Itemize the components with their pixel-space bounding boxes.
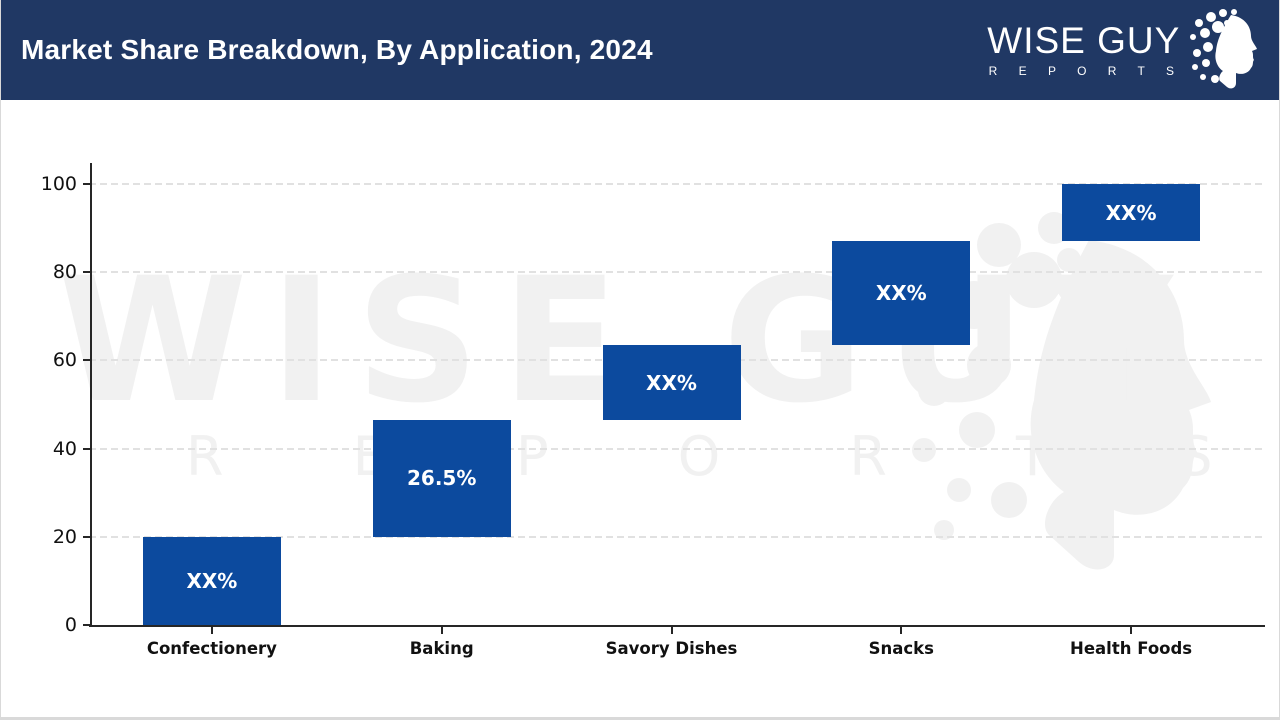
- y-axis-tick-mark: [83, 271, 90, 274]
- gridline: [89, 447, 1265, 450]
- bar-value-label: XX%: [646, 370, 697, 395]
- gridline: [89, 183, 1265, 186]
- x-axis-line: [89, 625, 1265, 627]
- bar: XX%: [602, 345, 741, 420]
- bar: XX%: [1062, 184, 1201, 242]
- gridline: [89, 535, 1265, 538]
- x-axis-category-label: Confectionery: [146, 639, 277, 658]
- logo-wordmark-main: WISE GUY: [987, 20, 1181, 61]
- bar-value-label: 26.5%: [406, 466, 477, 491]
- gridline: [89, 271, 1265, 274]
- chart-title: Market Share Breakdown, By Application, …: [21, 34, 653, 65]
- y-axis-tick-mark: [83, 359, 90, 362]
- bar: 26.5%: [372, 420, 511, 537]
- y-axis-tick-label: 0: [64, 614, 77, 636]
- y-axis-tick-label: 80: [52, 261, 77, 284]
- chart-area: WISE GUY R E P O R T S 0 20 40 60 80 100 XX% Co…: [1, 100, 1279, 660]
- logo-wordmark: WISE GUY R E P O R T S: [985, 22, 1183, 78]
- x-axis-tick-mark: [1130, 627, 1133, 634]
- x-axis-category-label: Health Foods: [1070, 639, 1193, 658]
- wise-guy-logo: WISE GUY R E P O R T S: [985, 9, 1261, 91]
- y-axis-tick-mark: [83, 447, 90, 450]
- bar-value-label: XX%: [1105, 200, 1157, 225]
- y-axis-tick-label: 60: [52, 349, 77, 372]
- x-axis-tick-mark: [670, 627, 673, 634]
- x-axis-category-label: Snacks: [868, 639, 934, 658]
- x-axis-tick-mark: [900, 627, 903, 634]
- y-axis-line: [90, 163, 92, 627]
- x-axis-category-label: Savory Dishes: [605, 639, 738, 658]
- y-axis-tick-mark: [83, 183, 90, 186]
- y-axis-tick-label: 40: [52, 437, 77, 460]
- y-axis-tick-label: 100: [40, 173, 77, 196]
- logo-wordmark-sub: R E P O R T S: [988, 64, 1183, 78]
- x-axis-tick-mark: [210, 627, 213, 634]
- bar-value-label: XX%: [875, 281, 927, 306]
- logo-head-icon: [1190, 9, 1257, 89]
- bar: XX%: [142, 536, 281, 625]
- bar: XX%: [832, 241, 971, 346]
- x-axis-tick-mark: [440, 627, 443, 634]
- x-axis-category-label: Baking: [409, 639, 474, 658]
- y-axis-tick-label: 20: [52, 525, 77, 548]
- y-axis-tick-mark: [83, 624, 90, 626]
- header: Market Share Breakdown, By Application, …: [1, 0, 1279, 100]
- bar-value-label: XX%: [186, 568, 238, 593]
- y-axis-tick-mark: [83, 535, 90, 538]
